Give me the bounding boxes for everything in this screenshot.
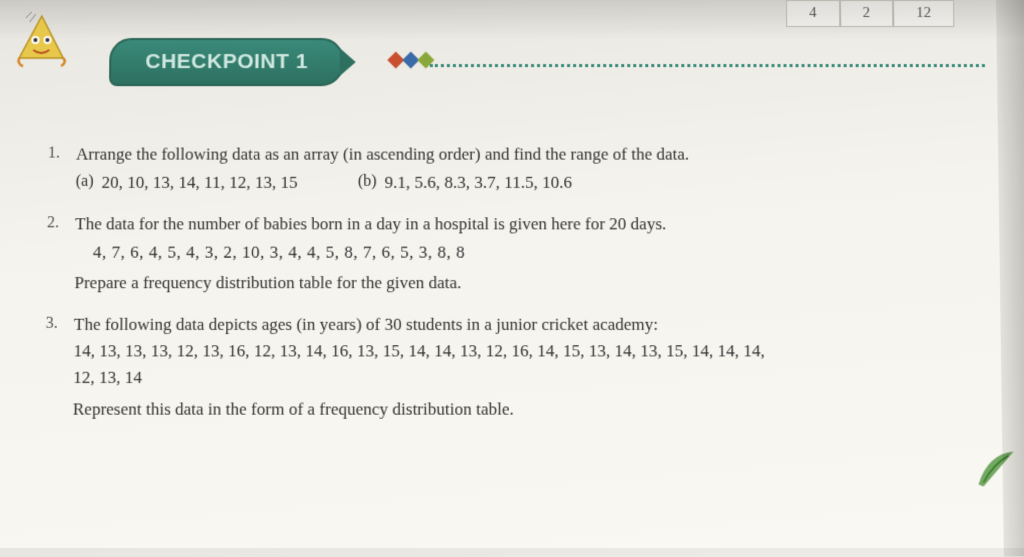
banner-title: CHECKPOINT 1 xyxy=(145,50,308,74)
question-body: The following data depicts ages (in year… xyxy=(73,311,970,423)
subpart-b: (b) 9.1, 5.6, 8.3, 3.7, 11.5, 10.6 xyxy=(358,170,572,197)
table-cell: 12 xyxy=(893,0,954,27)
question-text: Arrange the following data as an array (… xyxy=(76,141,966,168)
questions-block: 1. Arrange the following data as an arra… xyxy=(44,141,969,422)
question-body: The data for the number of babies born i… xyxy=(74,211,968,297)
data-values: 4, 7, 6, 4, 5, 4, 3, 2, 10, 3, 4, 4, 5, … xyxy=(93,240,968,267)
subpart-a: (a) 20, 10, 13, 14, 11, 12, 13, 15 xyxy=(76,170,298,197)
question-body: Arrange the following data as an array (… xyxy=(76,141,967,196)
checkpoint-banner: CHECKPOINT 1 xyxy=(109,38,344,86)
question-instruction: Represent this data in the form of a fre… xyxy=(73,396,970,423)
banner-shape: CHECKPOINT 1 xyxy=(109,38,344,86)
data-values-line1: 14, 13, 13, 13, 12, 13, 16, 12, 13, 14, … xyxy=(73,338,968,365)
subpart-label: (b) xyxy=(358,170,377,197)
question-text: The data for the number of babies born i… xyxy=(75,211,967,238)
subpart-label: (a) xyxy=(76,170,94,197)
subpart-data: 9.1, 5.6, 8.3, 3.7, 11.5, 10.6 xyxy=(385,170,572,197)
table-cell: 2 xyxy=(840,0,894,27)
question-number: 3. xyxy=(44,311,74,423)
data-values-line2: 12, 13, 14 xyxy=(73,365,969,392)
question-3: 3. The following data depicts ages (in y… xyxy=(44,311,969,423)
question-text: The following data depicts ages (in year… xyxy=(74,311,969,338)
subparts-row: (a) 20, 10, 13, 14, 11, 12, 13, 15 (b) 9… xyxy=(76,170,967,197)
decor-diamonds-icon xyxy=(390,54,432,66)
textbook-page: 4 2 12 CHECKPOINT 1 1. Arrange the follo… xyxy=(0,0,1024,557)
dotted-rule xyxy=(430,64,985,67)
partial-table: 4 2 12 xyxy=(786,0,954,27)
subpart-data: 20, 10, 13, 14, 11, 12, 13, 15 xyxy=(101,170,297,197)
table-cell: 4 xyxy=(786,0,840,27)
question-number: 1. xyxy=(47,141,76,196)
question-number: 2. xyxy=(46,211,75,297)
question-instruction: Prepare a frequency distribution table f… xyxy=(74,270,968,297)
question-2: 2. The data for the number of babies bor… xyxy=(46,211,968,297)
mascot-icon xyxy=(11,10,72,70)
question-1: 1. Arrange the following data as an arra… xyxy=(47,141,966,196)
